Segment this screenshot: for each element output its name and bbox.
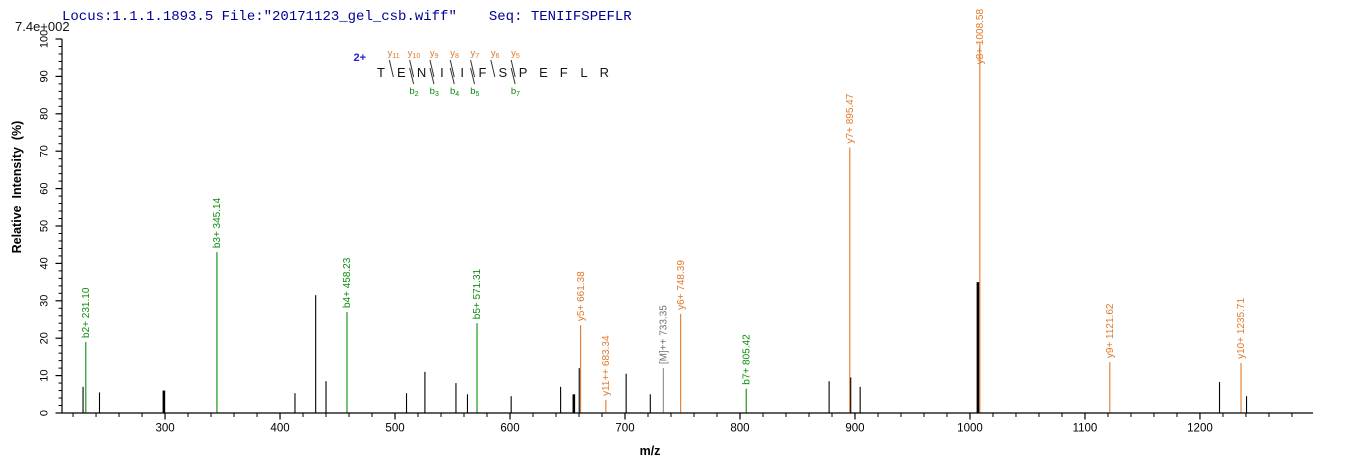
x-tick-label: 400 (270, 423, 289, 435)
peak-label: [M]++ 733.35 (659, 305, 670, 364)
peak-label: y5+ 661.38 (576, 271, 587, 321)
b-ion-label-b4: b4 (450, 86, 459, 98)
residue-12-R: R (600, 65, 609, 80)
peak-label: y10+ 1235.71 (1236, 298, 1247, 359)
x-tick-label: 500 (385, 423, 404, 435)
y-ion-cleavage-mark (409, 59, 415, 78)
b-ion-cleavage-mark (510, 67, 516, 85)
locus-file-label: Locus:1.1.1.1893.5 File:"20171123_gel_cs… (62, 9, 457, 25)
b-ion-cleavage-mark (429, 67, 435, 85)
header-line: Locus:1.1.1.1893.5 File:"20171123_gel_cs… (62, 9, 632, 25)
x-tick-label: 600 (500, 423, 519, 435)
residue-8-P: P (519, 65, 528, 80)
y-tick-label: 70 (39, 145, 51, 157)
residue-9-E: E (539, 65, 548, 80)
peak-label: b3+ 345.14 (212, 197, 223, 248)
y-tick-label: 40 (39, 257, 51, 269)
y-ion-cleavage-mark (470, 59, 476, 78)
y-ion-label-y7: y7 (471, 48, 480, 60)
y-ion-label-y10: y10 (408, 48, 421, 60)
y-ion-label-y8: y8 (450, 48, 459, 60)
residue-7-S: S (498, 65, 507, 80)
y-tick-label: 80 (39, 108, 51, 120)
x-tick-label: 300 (155, 423, 174, 435)
y-tick-label: 60 (39, 182, 51, 194)
b-ion-cleavage-mark (449, 67, 455, 85)
y-ion-label-y6: y6 (491, 48, 500, 60)
y-tick-label: 30 (39, 295, 51, 307)
y-tick-label: 50 (39, 220, 51, 232)
residue-5-I: I (460, 65, 464, 80)
peak-label: y9+ 1121.62 (1105, 303, 1116, 358)
y-tick-label: 100 (39, 30, 51, 48)
y-tick-label: 90 (39, 70, 51, 82)
sequence-label: Seq: TENIIFSPEFLR (488, 9, 632, 25)
peak-label: b2+ 231.10 (81, 287, 92, 338)
peak-label: y7+ 895.47 (845, 93, 856, 143)
residue-3-N: N (417, 65, 426, 80)
b-ion-label-b7: b7 (511, 86, 520, 98)
y-ion-cleavage-mark (449, 59, 455, 78)
peak-label: b5+ 571.31 (472, 268, 483, 319)
x-tick-label: 1000 (957, 423, 983, 435)
y-ion-cleavage-mark (429, 59, 435, 78)
peak-label: b7+ 805.42 (741, 334, 752, 385)
b-ion-cleavage-mark (470, 67, 476, 85)
x-tick-label: 800 (730, 423, 749, 435)
x-axis-title: m/z (640, 444, 661, 458)
b-ion-label-b2: b2 (409, 86, 418, 98)
precursor-charge-label: 2+ (353, 52, 366, 64)
x-tick-label: 700 (615, 423, 634, 435)
y-ion-label-y9: y9 (430, 48, 439, 60)
residue-1-T: T (377, 65, 385, 80)
peak-label: y8+ 1008.58 (975, 9, 986, 65)
y-ion-cleavage-mark (388, 59, 394, 78)
y-axis-title: Relative Intensity (%) (10, 121, 24, 254)
y-ion-cleavage-mark (510, 59, 516, 78)
peak-label: y6+ 748.39 (676, 260, 687, 310)
b-ion-label-b5: b5 (470, 86, 479, 98)
peak-label: y11++ 683.34 (601, 335, 612, 396)
y-ion-label-y11: y11 (388, 48, 400, 60)
y-ion-cleavage-mark (490, 59, 496, 78)
b-ion-label-b3: b3 (430, 86, 439, 98)
residue-10-F: F (560, 65, 568, 80)
residue-4-I: I (440, 65, 444, 80)
y-tick-label: 10 (39, 369, 51, 381)
max-intensity-label: 7.4e+002 (15, 19, 70, 34)
residue-11-L: L (580, 65, 587, 80)
residue-6-F: F (479, 65, 487, 80)
y-tick-label: 0 (39, 410, 51, 416)
y-ion-label-y5: y5 (511, 48, 520, 60)
x-tick-label: 1100 (1073, 423, 1098, 435)
peak-label: b4+ 458.23 (342, 257, 353, 308)
x-tick-label: 1200 (1187, 423, 1213, 435)
x-tick-label: 900 (845, 423, 864, 435)
b-ion-cleavage-mark (409, 67, 415, 85)
residue-2-E: E (397, 65, 406, 80)
y-tick-label: 20 (39, 332, 51, 344)
